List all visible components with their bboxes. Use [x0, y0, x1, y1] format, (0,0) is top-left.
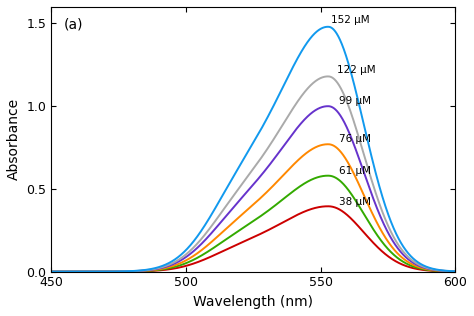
Text: 122 μM: 122 μM	[337, 65, 375, 75]
Text: 99 μM: 99 μM	[339, 96, 371, 106]
Y-axis label: Absorbance: Absorbance	[7, 98, 21, 180]
Text: 38 μM: 38 μM	[339, 197, 371, 207]
Text: (a): (a)	[64, 17, 83, 32]
Text: 76 μM: 76 μM	[339, 134, 371, 144]
Text: 152 μM: 152 μM	[331, 15, 370, 25]
Text: 61 μM: 61 μM	[339, 166, 371, 176]
X-axis label: Wavelength (nm): Wavelength (nm)	[193, 295, 313, 309]
